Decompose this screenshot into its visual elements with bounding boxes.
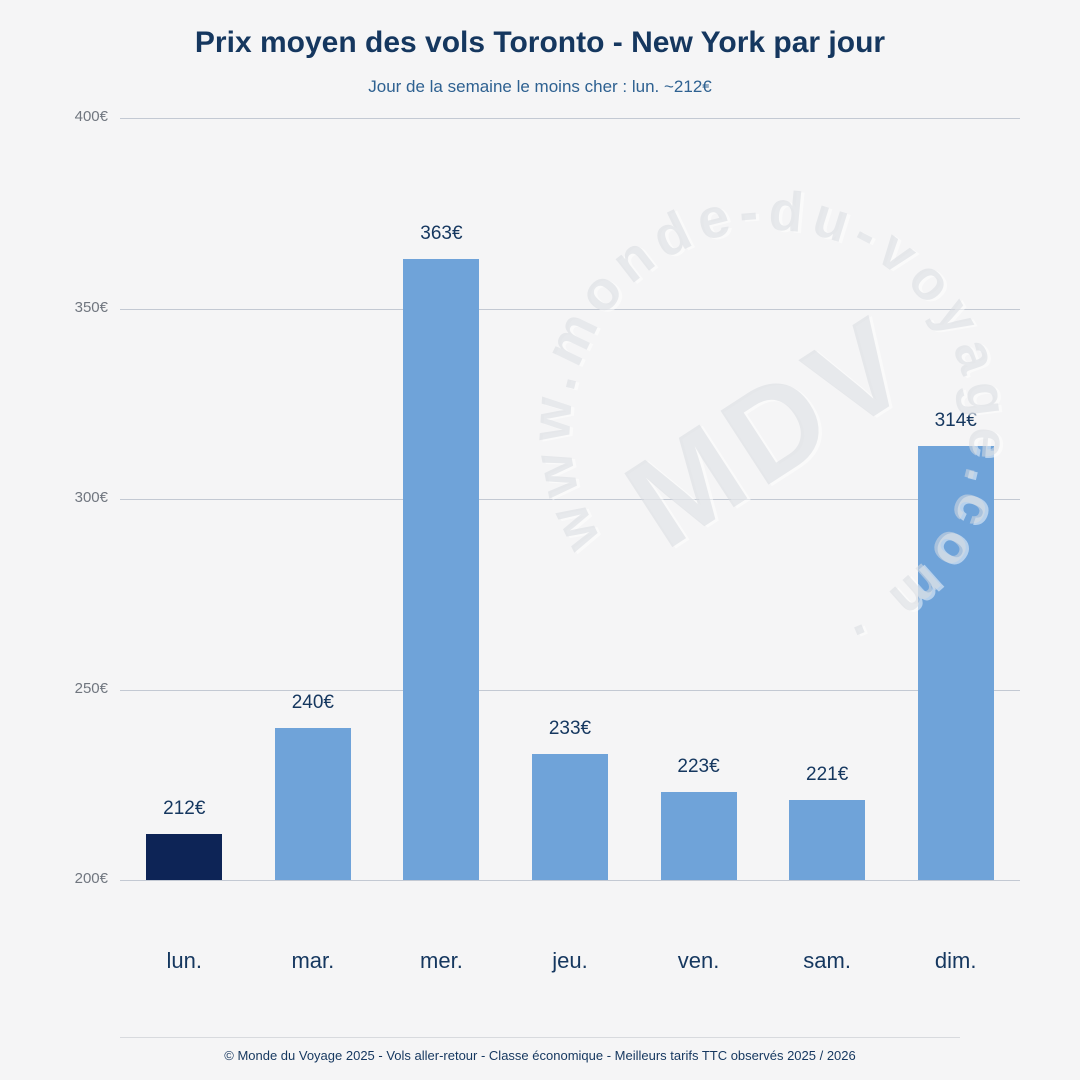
chart-title: Prix moyen des vols Toronto - New York p… xyxy=(194,26,886,59)
bar-value-label: 363€ xyxy=(420,222,463,244)
grid-line xyxy=(120,689,1020,691)
bar-mar xyxy=(274,727,351,880)
grid-line xyxy=(120,308,1020,310)
footer-credit: © Monde du Voyage 2025 - Vols aller-reto… xyxy=(224,1048,856,1063)
y-tick-label: 250€ xyxy=(74,679,108,697)
bar-value-label: 223€ xyxy=(677,756,720,778)
bar-value-label: 314€ xyxy=(934,409,977,431)
bar-value-label: 240€ xyxy=(291,691,334,713)
x-tick-label: lun. xyxy=(166,948,203,973)
bar-value-label: 221€ xyxy=(806,763,849,785)
x-tick-label: jeu. xyxy=(552,948,588,973)
x-tick-label: mar. xyxy=(291,948,335,973)
bar-ven xyxy=(660,792,737,880)
grid-line xyxy=(120,880,1020,881)
y-tick-label: 400€ xyxy=(74,108,108,125)
x-tick-label: ven. xyxy=(677,948,720,973)
y-tick-label: 200€ xyxy=(74,870,108,887)
grid-line xyxy=(120,499,1020,500)
bar-value-label: 233€ xyxy=(548,718,592,740)
x-tick-label: sam. xyxy=(803,948,851,973)
bar-value-label: 212€ xyxy=(163,798,206,820)
bar-mer xyxy=(403,258,480,880)
bar-lun xyxy=(146,834,223,880)
y-tick-label: 350€ xyxy=(74,298,108,316)
chart-subtitle: Jour de la semaine le moins cher : lun. … xyxy=(368,77,712,96)
bar-dim xyxy=(917,445,994,880)
footer-divider xyxy=(120,1037,960,1038)
grid-line xyxy=(120,118,1020,119)
bar-sam xyxy=(789,799,866,880)
y-tick-label: 300€ xyxy=(74,489,108,506)
bar-jeu xyxy=(532,754,608,880)
x-tick-label: dim. xyxy=(934,948,977,973)
x-tick-label: mer. xyxy=(420,948,463,973)
